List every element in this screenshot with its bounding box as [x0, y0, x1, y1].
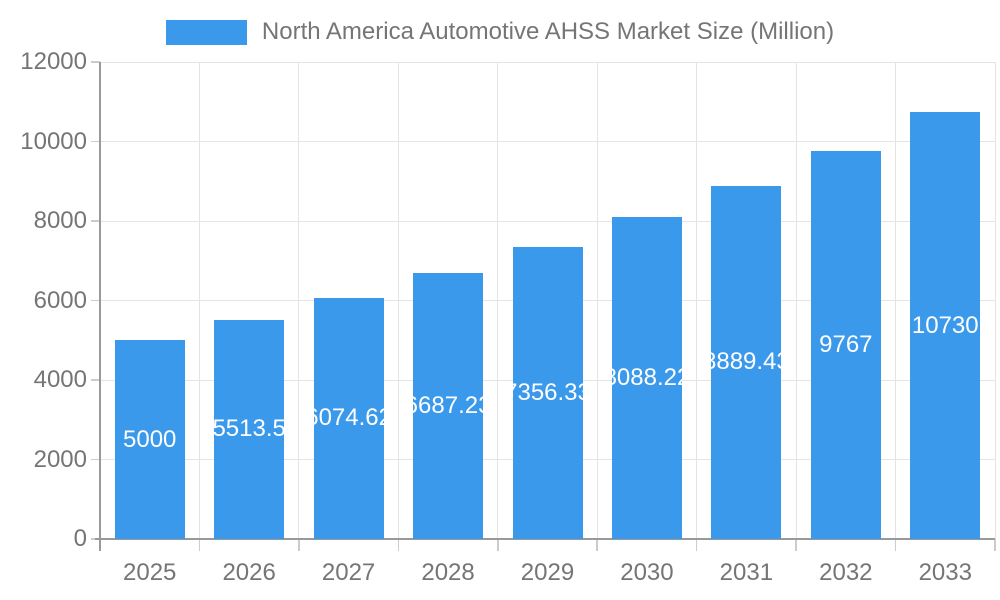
y-axis-line	[99, 62, 101, 551]
y-axis-label: 4000	[33, 366, 87, 393]
x-axis-tick	[397, 539, 400, 551]
gridline-vertical	[895, 62, 897, 539]
gridline-horizontal	[100, 141, 995, 142]
y-axis-label: 8000	[33, 207, 87, 234]
gridline-vertical	[696, 62, 698, 539]
bar-2029: 7356.33	[512, 246, 583, 539]
x-axis-label: 2031	[719, 559, 774, 586]
y-axis-label: 6000	[33, 286, 87, 314]
legend-label: North America Automotive AHSS Market Siz…	[261, 18, 835, 45]
bar-value-label: 8889.43	[711, 348, 781, 376]
x-axis-label: 2032	[819, 559, 873, 586]
gridline-vertical	[795, 62, 797, 539]
legend-swatch-icon	[165, 19, 247, 45]
gridline-vertical	[497, 62, 499, 539]
x-axis-label: 2028	[421, 559, 475, 586]
gridline-vertical	[397, 62, 399, 539]
y-axis-tick	[91, 379, 100, 381]
x-axis-tick	[894, 539, 897, 551]
y-axis-tick	[91, 458, 100, 461]
x-axis-tick	[695, 539, 698, 551]
bar-value-label: 8088.22	[612, 364, 682, 392]
x-axis-line	[95, 538, 995, 540]
x-axis-label: 2030	[620, 559, 674, 586]
x-axis-tick	[298, 539, 300, 551]
gridline-vertical	[198, 62, 200, 539]
x-axis-label: 2033	[918, 559, 972, 586]
bar-value-label: 10730	[911, 311, 979, 339]
x-axis-label: 2026	[222, 559, 276, 586]
bar-2026: 5513.5	[214, 319, 285, 539]
bar-2033: 10730	[910, 112, 981, 539]
legend-item[interactable]: North America Automotive AHSS Market Siz…	[165, 18, 835, 46]
y-axis-label: 2000	[33, 445, 87, 473]
y-axis-label: 12000	[20, 48, 87, 75]
x-axis-tick	[596, 539, 598, 551]
y-axis-tick	[91, 299, 100, 302]
y-axis-tick	[91, 61, 100, 63]
bar-2030: 8088.22	[611, 217, 682, 539]
y-axis-tick	[91, 220, 100, 222]
gridline-vertical	[298, 62, 300, 539]
y-axis-label: 10000	[20, 127, 87, 155]
bar-value-label: 7356.33	[513, 378, 583, 406]
x-axis-tick	[198, 539, 201, 551]
y-axis-tick	[91, 140, 100, 143]
bar-2032: 9767	[810, 150, 881, 539]
gridline-vertical	[596, 62, 598, 539]
x-axis-label: 2025	[123, 559, 177, 586]
bar-value-label: 6687.23	[413, 392, 483, 420]
bar-value-label: 9767	[819, 330, 873, 358]
gridline-horizontal	[100, 220, 995, 222]
x-axis-label: 2029	[520, 559, 575, 586]
x-axis-tick	[497, 539, 499, 551]
y-axis-label: 0	[73, 525, 87, 552]
bar-value-label: 5513.5	[214, 415, 285, 443]
bar-2028: 6687.23	[413, 273, 484, 539]
legend: North America Automotive AHSS Market Siz…	[0, 18, 1000, 46]
x-axis-tick	[795, 539, 797, 551]
x-axis-label: 2027	[321, 559, 376, 586]
x-axis-tick	[994, 539, 996, 551]
bar-2031: 8889.43	[711, 185, 782, 539]
bar-2025: 5000	[114, 340, 185, 539]
bar-value-label: 5000	[123, 425, 177, 453]
gridline-horizontal	[100, 61, 995, 63]
gridline-vertical	[994, 62, 996, 539]
